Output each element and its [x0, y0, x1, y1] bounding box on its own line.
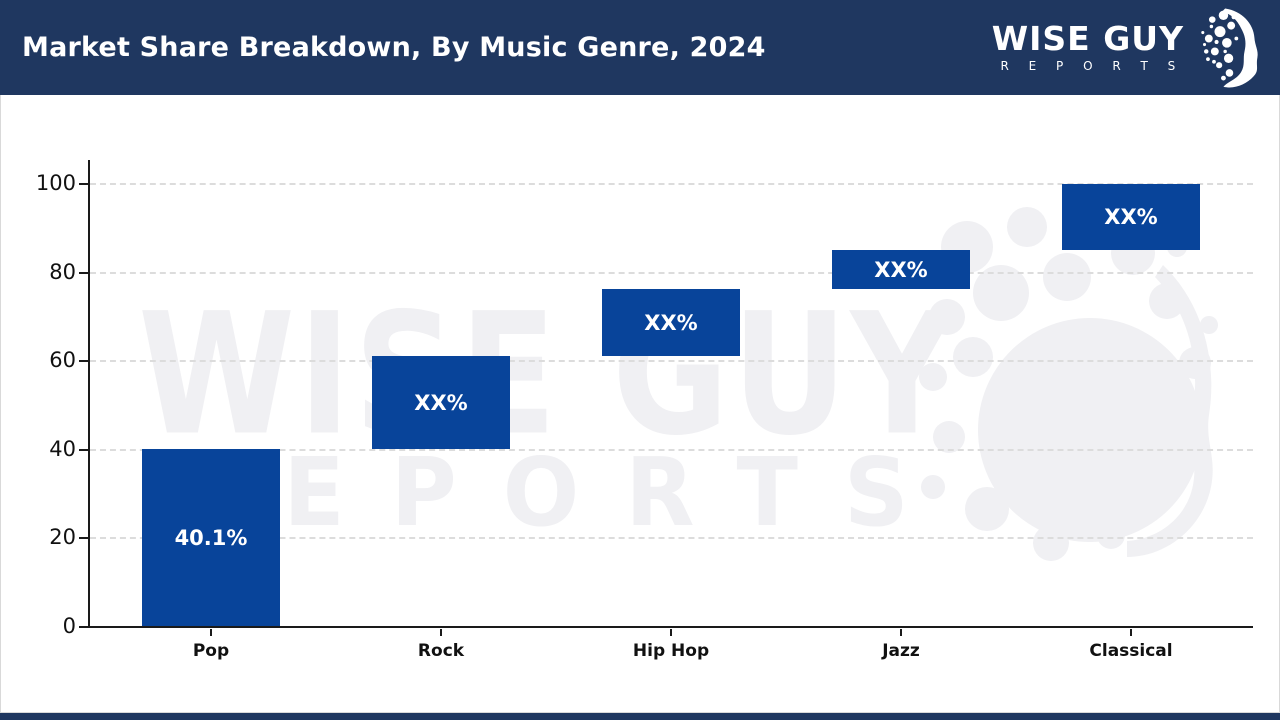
- logo-name: WISE GUY: [991, 19, 1184, 58]
- y-tick-label-80: 80: [49, 259, 76, 284]
- watermark-reports: REPORTS: [168, 438, 955, 549]
- bar-value-label: XX%: [1104, 205, 1158, 230]
- gridline-60: [90, 360, 1253, 363]
- plot-area: 0 20 40 60 80 100 40.1% Pop XX% Rock XX% Hip Hop XX%…: [0, 95, 1280, 713]
- x-tick-1: [440, 629, 442, 636]
- x-axis-label-hip-hop: Hip Hop: [632, 641, 710, 661]
- y-tick-80: [79, 271, 88, 274]
- y-tick-label-100: 100: [35, 171, 76, 195]
- watermark-wise-guy: WISE GUY: [138, 278, 957, 473]
- bar-value-label: XX%: [874, 257, 928, 282]
- y-tick-label-20: 20: [49, 525, 76, 550]
- y-tick-label-40: 40: [49, 436, 76, 461]
- logo-text: WISE GUY R E P O R T S: [992, 22, 1184, 73]
- bar-value-label: 40.1%: [174, 526, 248, 551]
- y-tick-20: [79, 537, 88, 540]
- gridline-100: [90, 183, 1253, 185]
- x-axis-label-pop: Pop: [192, 641, 230, 661]
- gridline-20: [90, 537, 1253, 540]
- x-tick-3: [900, 629, 902, 636]
- y-axis-line: [88, 160, 90, 628]
- x-axis-line: [88, 626, 1253, 628]
- x-axis-label-rock: Rock: [417, 641, 465, 661]
- bar-hip-hop: XX%: [602, 289, 740, 356]
- footer-divider: [0, 712, 1280, 713]
- bar-classical: XX%: [1062, 184, 1200, 251]
- y-tick-label-60: 60: [49, 348, 76, 373]
- y-tick-60: [79, 360, 88, 363]
- bar-rock: XX%: [372, 355, 510, 450]
- x-tick-0: [210, 629, 212, 636]
- bar-value-label: XX%: [644, 310, 698, 335]
- x-axis-label-jazz: Jazz: [882, 641, 920, 661]
- logo-subtitle: R E P O R T S: [1000, 59, 1184, 73]
- y-tick-0: [79, 626, 88, 628]
- gridline-40: [90, 448, 1253, 451]
- bar-pop: 40.1%: [142, 449, 280, 627]
- header-band: Market Share Breakdown, By Music Genre, …: [0, 0, 1280, 95]
- wise-guy-head-icon: [1201, 7, 1258, 87]
- gridline-80: [90, 271, 1253, 274]
- page-title: Market Share Breakdown, By Music Genre, …: [22, 32, 766, 63]
- y-tick-40: [79, 448, 88, 451]
- wise-guy-logo: WISE GUY R E P O R T S: [992, 5, 1266, 91]
- bar-jazz: XX%: [832, 250, 970, 290]
- watermark-head-icon: [919, 206, 1218, 561]
- x-tick-2: [670, 629, 672, 636]
- x-tick-4: [1130, 629, 1132, 636]
- x-axis-label-classical: Classical: [1089, 641, 1173, 661]
- bar-value-label: XX%: [414, 390, 468, 415]
- y-tick-100: [79, 183, 88, 185]
- footer-band: [0, 713, 1280, 720]
- y-tick-label-0: 0: [62, 614, 76, 638]
